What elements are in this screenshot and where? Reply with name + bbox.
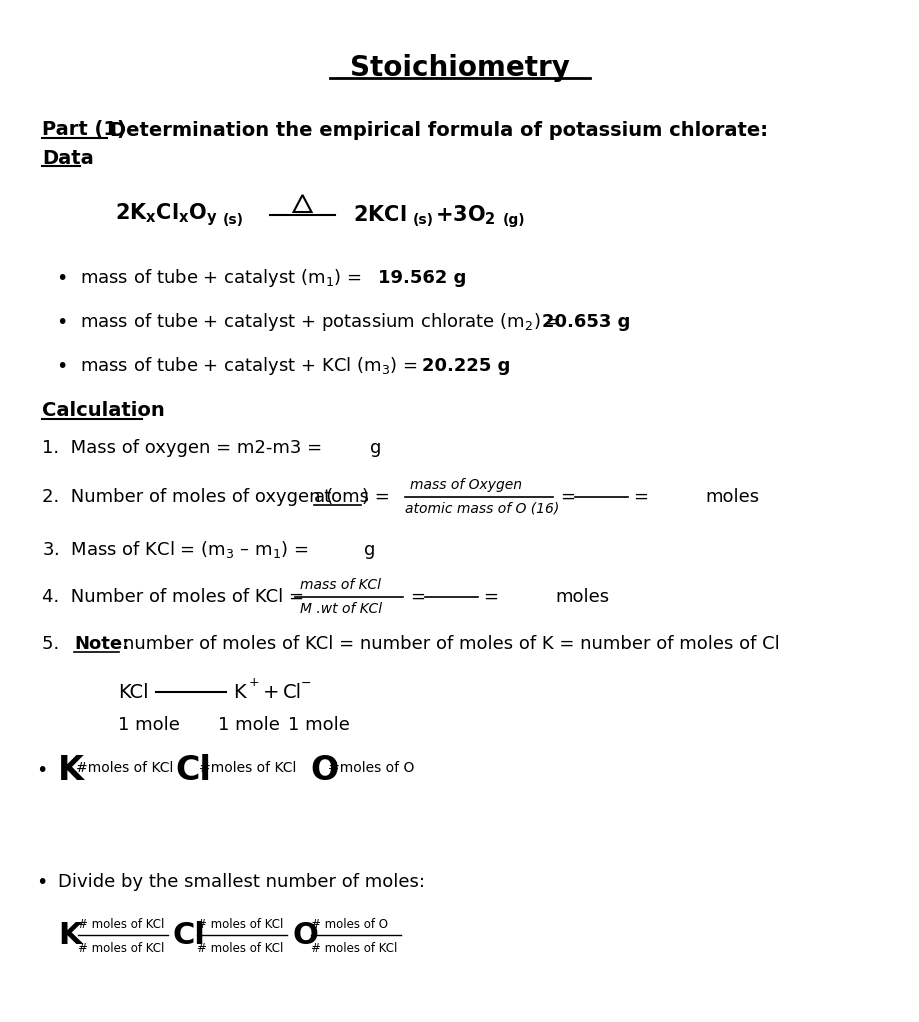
Text: +: + [249, 677, 260, 690]
Text: #moles of O: #moles of O [328, 761, 414, 775]
Text: Divide by the smallest number of moles:: Divide by the smallest number of moles: [58, 873, 425, 891]
Text: g: g [364, 541, 375, 559]
Text: Stoichiometry: Stoichiometry [349, 54, 570, 82]
Text: =: = [483, 588, 498, 606]
Text: •: • [56, 357, 68, 375]
Text: Note:: Note: [74, 635, 130, 653]
Text: (s): (s) [223, 213, 244, 227]
Text: O: O [293, 921, 319, 949]
Text: moles: moles [705, 487, 759, 506]
Text: 1 mole: 1 mole [288, 716, 350, 734]
Text: =: = [560, 487, 575, 506]
Text: # moles of KCl: # moles of KCl [78, 918, 165, 930]
Text: 19.562 g: 19.562 g [378, 269, 466, 287]
Text: =: = [410, 588, 425, 606]
Text: Cl: Cl [283, 683, 302, 701]
Text: Cl: Cl [175, 753, 210, 787]
Text: number of moles of KCl = number of moles of K = number of moles of Cl: number of moles of KCl = number of moles… [123, 635, 779, 653]
Text: −: − [301, 677, 312, 690]
Text: •: • [37, 873, 48, 891]
Text: Data: Data [42, 148, 94, 168]
Text: mass of KCl: mass of KCl [300, 578, 381, 592]
Text: # moles of KCl: # moles of KCl [78, 941, 165, 955]
Text: =: = [633, 487, 648, 506]
Text: M .wt of KCl: M .wt of KCl [300, 602, 382, 616]
Text: 4.  Number of moles of KCl =: 4. Number of moles of KCl = [42, 588, 304, 606]
Text: K: K [58, 753, 84, 787]
Text: 20.225 g: 20.225 g [422, 357, 510, 375]
Text: Determination the empirical formula of potassium chlorate:: Determination the empirical formula of p… [110, 121, 768, 139]
Text: #moles of KCl: #moles of KCl [76, 761, 174, 775]
Text: mass of tube + catalyst (m$_1$) =: mass of tube + catalyst (m$_1$) = [80, 267, 364, 289]
Text: ) =: ) = [362, 487, 390, 506]
Text: $\mathbf{2KCl}$: $\mathbf{2KCl}$ [353, 205, 406, 225]
Text: 1.  Mass of oxygen = m2-m3 =: 1. Mass of oxygen = m2-m3 = [42, 439, 323, 457]
Text: #moles of KCl: #moles of KCl [199, 761, 296, 775]
Text: mass of tube + catalyst + KCl (m$_3$) =: mass of tube + catalyst + KCl (m$_3$) = [80, 355, 419, 377]
Text: 1 mole: 1 mole [218, 716, 280, 734]
Text: 3.  Mass of KCl = (m$_3$ – m$_1$) =: 3. Mass of KCl = (m$_3$ – m$_1$) = [42, 540, 309, 560]
Text: # moles of KCl: # moles of KCl [197, 941, 283, 955]
Text: # moles of O: # moles of O [311, 918, 388, 930]
Text: •: • [37, 760, 48, 780]
Text: atoms: atoms [314, 487, 370, 506]
Text: 2.  Number of moles of oxygen (: 2. Number of moles of oxygen ( [42, 487, 334, 506]
Text: moles: moles [555, 588, 609, 606]
Text: (s): (s) [413, 213, 434, 227]
Text: Cl: Cl [173, 921, 206, 949]
Text: •: • [56, 269, 68, 287]
Text: O: O [310, 753, 338, 787]
Text: KCl: KCl [118, 683, 149, 701]
Text: 20.653 g: 20.653 g [542, 313, 630, 331]
Text: K: K [58, 921, 82, 949]
Text: # moles of KCl: # moles of KCl [311, 941, 397, 955]
Text: 5.: 5. [42, 635, 71, 653]
Text: (g): (g) [503, 213, 526, 227]
Text: •: • [56, 313, 68, 331]
Text: atomic mass of O (16): atomic mass of O (16) [405, 502, 560, 516]
Text: K: K [233, 683, 245, 701]
Text: Calculation: Calculation [42, 401, 165, 419]
Text: Part (1): Part (1) [42, 121, 126, 139]
Text: g: g [370, 439, 381, 457]
Text: +: + [263, 683, 279, 701]
Text: mass of Oxygen: mass of Oxygen [410, 478, 522, 492]
Text: # moles of KCl: # moles of KCl [197, 918, 283, 930]
Text: $\mathbf{+ 3O_2}$: $\mathbf{+ 3O_2}$ [435, 203, 496, 227]
Text: $\mathbf{2K_xCl_xO_y}$: $\mathbf{2K_xCl_xO_y}$ [115, 201, 218, 228]
Text: mass of tube + catalyst + potassium chlorate (m$_2$) =: mass of tube + catalyst + potassium chlo… [80, 311, 562, 333]
Text: 1 mole: 1 mole [118, 716, 180, 734]
